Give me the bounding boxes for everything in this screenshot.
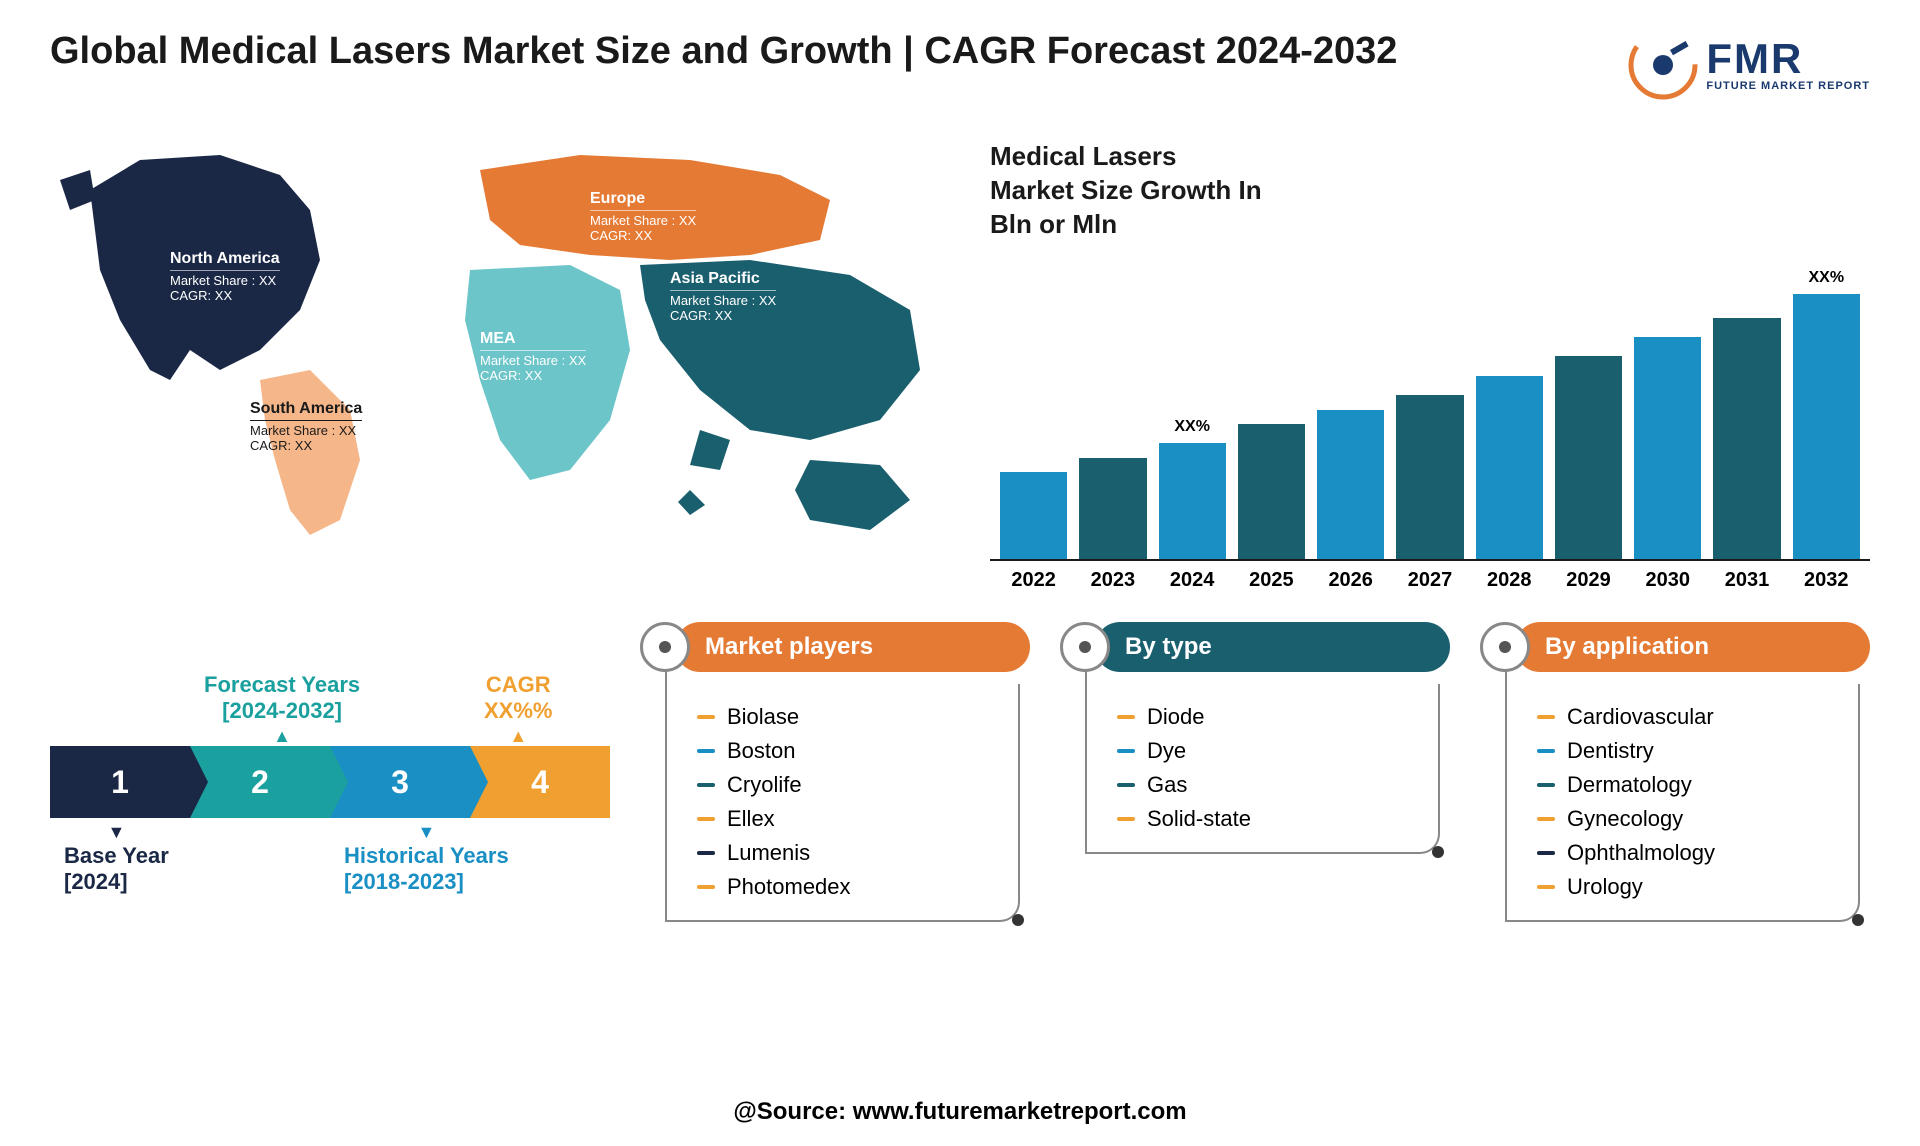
timeline-seg-3: 3 xyxy=(330,746,470,818)
list-item-label: Photomedex xyxy=(727,874,851,900)
list-item: Urology xyxy=(1537,870,1838,904)
list-item-label: Solid-state xyxy=(1147,806,1251,832)
list-item: Solid-state xyxy=(1117,802,1418,836)
tick-icon xyxy=(697,817,715,821)
list-item: Cryolife xyxy=(697,768,998,802)
page-title: Global Medical Lasers Market Size and Gr… xyxy=(50,30,1397,73)
bar-2026 xyxy=(1317,410,1384,560)
list-item: Dye xyxy=(1117,734,1418,768)
list-item-label: Cryolife xyxy=(727,772,802,798)
tick-icon xyxy=(1117,817,1135,821)
logo-text-main: FMR xyxy=(1706,38,1870,80)
tick-icon xyxy=(1537,749,1555,753)
list-item-label: Diode xyxy=(1147,704,1204,730)
fmr-logo-icon xyxy=(1628,30,1698,100)
bar-chart-area: Medical LasersMarket Size Growth InBln o… xyxy=(990,120,1870,592)
category-title: By application xyxy=(1515,622,1870,672)
list-item-label: Cardiovascular xyxy=(1567,704,1714,730)
list-item: Lumenis xyxy=(697,836,998,870)
bar-2030 xyxy=(1634,337,1701,559)
region-label-mea: MEAMarket Share : XXCAGR: XX xyxy=(480,330,586,383)
bar-2031 xyxy=(1713,318,1780,560)
chart-title: Medical LasersMarket Size Growth InBln o… xyxy=(990,140,1870,241)
list-item: Photomedex xyxy=(697,870,998,904)
logo-text-sub: FUTURE MARKET REPORT xyxy=(1706,80,1870,92)
tick-icon xyxy=(1537,783,1555,787)
bar-chart: XX% XX% xyxy=(990,261,1870,561)
tick-icon xyxy=(1117,749,1135,753)
bar-2023 xyxy=(1079,458,1146,560)
region-label-south-america: South AmericaMarket Share : XXCAGR: XX xyxy=(250,400,362,453)
list-item: Gas xyxy=(1117,768,1418,802)
world-map: North AmericaMarket Share : XXCAGR: XX So… xyxy=(50,120,950,540)
list-item-label: Dentistry xyxy=(1567,738,1654,764)
tick-icon xyxy=(697,783,715,787)
bar-2022 xyxy=(1000,472,1067,559)
region-label-europe: EuropeMarket Share : XXCAGR: XX xyxy=(590,190,696,243)
region-label-north-america: North AmericaMarket Share : XXCAGR: XX xyxy=(170,250,280,303)
bar-chart-years: 2022202320242025202620272028202920302031… xyxy=(990,561,1870,592)
timeline-label-2: Forecast Years[2024-2032]▲ xyxy=(204,672,360,747)
list-item-label: Lumenis xyxy=(727,840,810,866)
bar-2028 xyxy=(1476,376,1543,560)
tick-icon xyxy=(697,715,715,719)
bar-2024: XX% xyxy=(1159,443,1226,559)
list-item: Gynecology xyxy=(1537,802,1838,836)
list-item-label: Dye xyxy=(1147,738,1186,764)
timeline-seg-2: 2 xyxy=(190,746,330,818)
tick-icon xyxy=(1117,715,1135,719)
list-item-label: Urology xyxy=(1567,874,1643,900)
list-item-label: Dermatology xyxy=(1567,772,1692,798)
tick-icon xyxy=(1117,783,1135,787)
list-item: Ophthalmology xyxy=(1537,836,1838,870)
region-label-asia-pacific: Asia PacificMarket Share : XXCAGR: XX xyxy=(670,270,776,323)
tick-icon xyxy=(1537,817,1555,821)
timeline: Forecast Years[2024-2032]▲ CAGRXX%%▲ 1234… xyxy=(50,622,610,912)
category-by-application: By application Cardiovascular Dentistry Der… xyxy=(1480,622,1870,922)
list-item: Biolase xyxy=(697,700,998,734)
bar-2029 xyxy=(1555,356,1622,559)
category-by-type: By type Diode Dye Gas Solid-state xyxy=(1060,622,1450,922)
list-item-label: Gas xyxy=(1147,772,1187,798)
list-item: Dermatology xyxy=(1537,768,1838,802)
list-item-label: Gynecology xyxy=(1567,806,1683,832)
list-item-label: Biolase xyxy=(727,704,799,730)
category-title: Market players xyxy=(675,622,1030,672)
list-item-label: Ophthalmology xyxy=(1567,840,1715,866)
tick-icon xyxy=(697,851,715,855)
category-title: By type xyxy=(1095,622,1450,672)
list-item-label: Boston xyxy=(727,738,796,764)
bar-2032: XX% xyxy=(1793,294,1860,560)
bar-2025 xyxy=(1238,424,1305,559)
tick-icon xyxy=(1537,885,1555,889)
tick-icon xyxy=(697,749,715,753)
list-item: Ellex xyxy=(697,802,998,836)
timeline-seg-4: 4 xyxy=(470,746,610,818)
timeline-label-3: ▼Historical Years[2018-2023] xyxy=(344,822,509,895)
source-attribution: @Source: www.futuremarketreport.com xyxy=(733,1098,1186,1126)
bar-2027 xyxy=(1396,395,1463,559)
timeline-label-4: CAGRXX%%▲ xyxy=(484,672,552,747)
tick-icon xyxy=(1537,851,1555,855)
category-market-players: Market players Biolase Boston Cryolife Ellex… xyxy=(640,622,1030,922)
timeline-seg-1: 1 xyxy=(50,746,190,818)
timeline-label-1: ▼Base Year[2024] xyxy=(64,822,169,895)
tick-icon xyxy=(697,885,715,889)
list-item-label: Ellex xyxy=(727,806,775,832)
list-item: Boston xyxy=(697,734,998,768)
list-item: Dentistry xyxy=(1537,734,1838,768)
fmr-logo: FMR FUTURE MARKET REPORT xyxy=(1628,30,1870,100)
list-item: Diode xyxy=(1117,700,1418,734)
tick-icon xyxy=(1537,715,1555,719)
list-item: Cardiovascular xyxy=(1537,700,1838,734)
